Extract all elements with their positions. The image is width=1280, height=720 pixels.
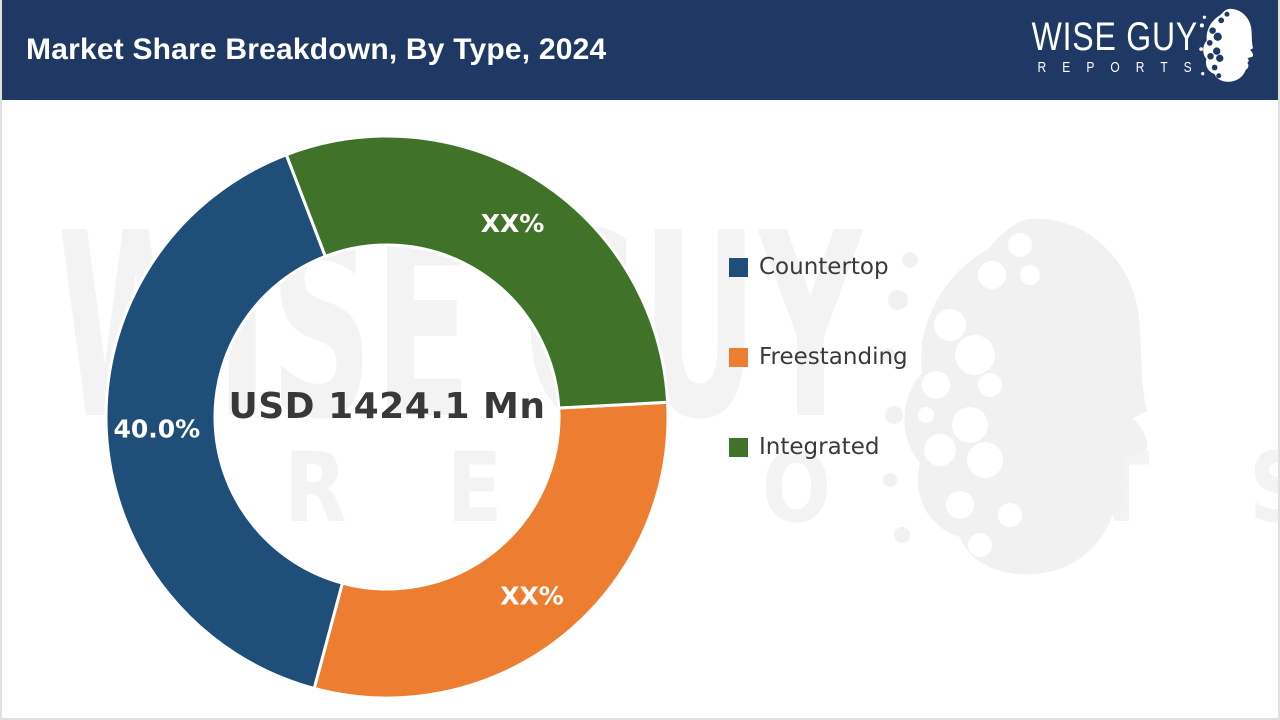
watermark-face-icon [881, 218, 1148, 575]
chart-legend: Countertop Freestanding Integrated [729, 252, 908, 462]
donut-chart: 40.0% XX% XX% [104, 134, 670, 700]
legend-label: Freestanding [759, 344, 908, 370]
legend-swatch-countertop [729, 257, 748, 277]
donut-segment-integrated [284, 134, 670, 410]
chart-center-value: USD 1424.1 Mn [228, 386, 546, 427]
legend-item-integrated: Integrated [729, 432, 908, 462]
legend-label: Integrated [759, 434, 880, 460]
header-bar: Market Share Breakdown, By Type, 2024 WI… [2, 0, 1278, 100]
logo-line2: R E P O R T S [1037, 59, 1198, 76]
segment-value-label: XX% [481, 209, 545, 238]
legend-item-countertop: Countertop [729, 252, 908, 282]
logo-wordmark: WISE GUY R E P O R T S [1032, 15, 1198, 77]
legend-item-freestanding: Freestanding [729, 342, 908, 372]
donut-segment-countertop [104, 152, 345, 691]
donut-segment-freestanding [312, 400, 670, 700]
legend-swatch-freestanding [729, 347, 748, 367]
logo-face-icon [1199, 8, 1254, 82]
segment-value-label: XX% [500, 582, 564, 611]
logo-line1: WISE GUY [1031, 15, 1198, 59]
page-title: Market Share Breakdown, By Type, 2024 [26, 33, 607, 66]
segment-value-label: 40.0% [113, 415, 200, 444]
wise-guy-reports-logo: WISE GUY R E P O R T S [990, 6, 1260, 86]
legend-label: Countertop [759, 254, 889, 280]
legend-swatch-integrated [729, 437, 748, 457]
